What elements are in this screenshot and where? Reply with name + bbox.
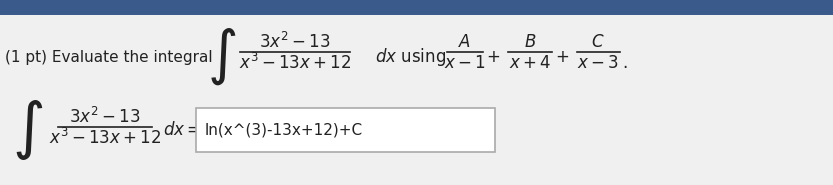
Text: $x+4$: $x+4$ — [509, 54, 551, 72]
Text: $x^3-13x+12$: $x^3-13x+12$ — [49, 128, 162, 148]
Text: $x-3$: $x-3$ — [577, 54, 619, 72]
Text: $3x^2-13$: $3x^2-13$ — [69, 107, 141, 127]
Text: $C$: $C$ — [591, 33, 605, 51]
Text: (1 pt) Evaluate the integral: (1 pt) Evaluate the integral — [5, 50, 212, 65]
Text: $\int$: $\int$ — [12, 98, 43, 162]
FancyBboxPatch shape — [0, 10, 833, 185]
Text: $+$: $+$ — [486, 48, 500, 66]
FancyBboxPatch shape — [0, 0, 833, 15]
FancyBboxPatch shape — [196, 108, 495, 152]
Text: $B$: $B$ — [524, 33, 536, 51]
Text: $dx =$: $dx =$ — [163, 121, 201, 139]
Text: $A$: $A$ — [458, 33, 471, 51]
Text: $dx$ using: $dx$ using — [375, 46, 446, 68]
Text: $x-1$: $x-1$ — [444, 54, 486, 72]
Text: $3x^2-13$: $3x^2-13$ — [259, 32, 331, 52]
Text: ln(x^(3)-13x+12)+C: ln(x^(3)-13x+12)+C — [205, 122, 363, 137]
Text: $x^3-13x+12$: $x^3-13x+12$ — [239, 53, 352, 73]
Text: $.$: $.$ — [622, 54, 632, 72]
Text: $\int$: $\int$ — [207, 27, 237, 87]
Text: $+$: $+$ — [555, 48, 569, 66]
